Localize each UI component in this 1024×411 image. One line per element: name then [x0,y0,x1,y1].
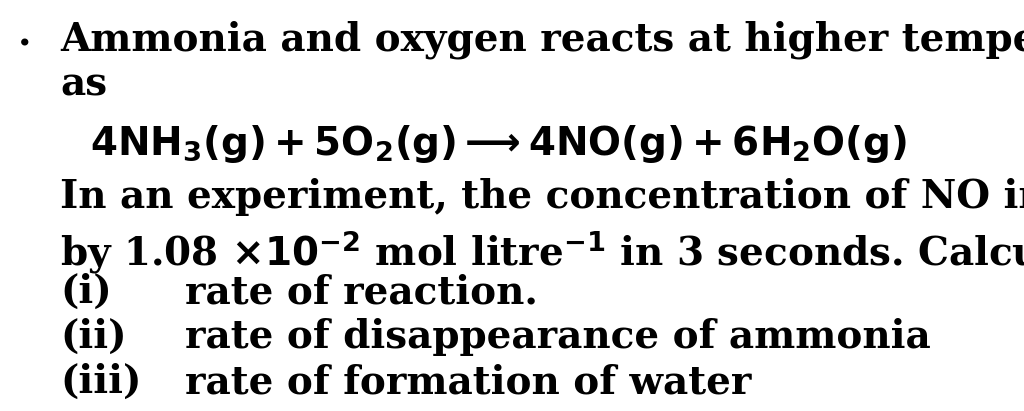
Text: by 1.08 $\mathbf{\times}$$\mathbf{10^{-2}}$ mol litre$\mathbf{^{-1}}$ in 3 secon: by 1.08 $\mathbf{\times}$$\mathbf{10^{-2… [60,228,1024,276]
Text: In an experiment, the concentration of NO increases: In an experiment, the concentration of N… [60,178,1024,216]
Text: rate of disappearance of ammonia: rate of disappearance of ammonia [185,318,931,356]
Text: (iii): (iii) [60,363,141,401]
Text: Ammonia and oxygen reacts at higher temperatures: Ammonia and oxygen reacts at higher temp… [60,21,1024,60]
Text: rate of formation of water: rate of formation of water [185,363,752,401]
Text: (ii): (ii) [60,318,127,356]
Text: .: . [18,16,32,54]
Text: as: as [60,66,108,104]
Text: (i): (i) [60,273,112,311]
Text: $\mathbf{4NH_3(g) + 5O_2(g)}$$\mathbf{\longrightarrow}$$\mathbf{4NO(g) + 6H_2O(g: $\mathbf{4NH_3(g) + 5O_2(g)}$$\mathbf{\l… [90,123,907,165]
Text: rate of reaction.: rate of reaction. [185,273,538,311]
